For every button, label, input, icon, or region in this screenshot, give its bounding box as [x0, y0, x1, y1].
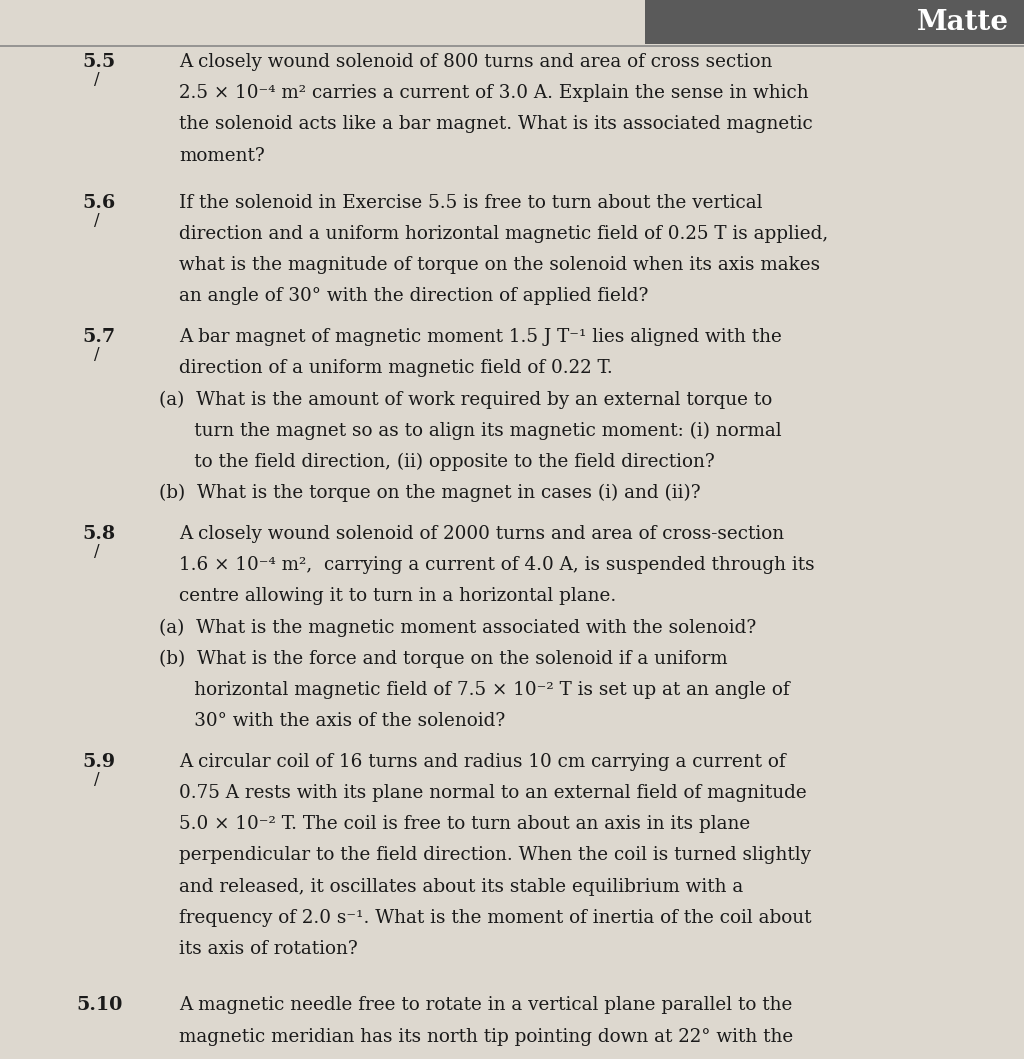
Text: moment?: moment? — [179, 146, 265, 164]
Text: /: / — [94, 212, 99, 229]
Text: A closely wound solenoid of 2000 turns and area of cross-section: A closely wound solenoid of 2000 turns a… — [179, 524, 784, 542]
Text: 5.5: 5.5 — [82, 53, 115, 71]
Text: A closely wound solenoid of 800 turns and area of cross section: A closely wound solenoid of 800 turns an… — [179, 53, 772, 71]
Text: and released, it oscillates about its stable equilibrium with a: and released, it oscillates about its st… — [179, 878, 743, 896]
Text: (a)  What is the magnetic moment associated with the solenoid?: (a) What is the magnetic moment associat… — [159, 618, 756, 636]
Text: (a)  What is the amount of work required by an external torque to: (a) What is the amount of work required … — [159, 391, 772, 409]
Text: 5.7: 5.7 — [82, 328, 115, 346]
Text: 2.5 × 10⁻⁴ m² carries a current of 3.0 A. Explain the sense in which: 2.5 × 10⁻⁴ m² carries a current of 3.0 A… — [179, 85, 809, 102]
Text: its axis of rotation?: its axis of rotation? — [179, 940, 358, 958]
Text: frequency of 2.0 s⁻¹. What is the moment of inertia of the coil about: frequency of 2.0 s⁻¹. What is the moment… — [179, 909, 812, 927]
Text: turn the magnet so as to align its magnetic moment: (i) normal: turn the magnet so as to align its magne… — [159, 421, 781, 439]
Bar — [645, 0, 1024, 44]
Text: direction of a uniform magnetic field of 0.22 T.: direction of a uniform magnetic field of… — [179, 359, 613, 377]
Text: A bar magnet of magnetic moment 1.5 J T⁻¹ lies aligned with the: A bar magnet of magnetic moment 1.5 J T⁻… — [179, 328, 782, 346]
Text: perpendicular to the field direction. When the coil is turned slightly: perpendicular to the field direction. Wh… — [179, 846, 811, 864]
Text: 30° with the axis of the solenoid?: 30° with the axis of the solenoid? — [159, 712, 505, 730]
Text: (b)  What is the force and torque on the solenoid if a uniform: (b) What is the force and torque on the … — [159, 649, 727, 668]
Text: direction and a uniform horizontal magnetic field of 0.25 T is applied,: direction and a uniform horizontal magne… — [179, 225, 828, 243]
Text: 5.0 × 10⁻² T. The coil is free to turn about an axis in its plane: 5.0 × 10⁻² T. The coil is free to turn a… — [179, 815, 751, 833]
Text: horizontal magnetic field of 7.5 × 10⁻² T is set up at an angle of: horizontal magnetic field of 7.5 × 10⁻² … — [159, 681, 790, 699]
Text: A circular coil of 16 turns and radius 10 cm carrying a current of: A circular coil of 16 turns and radius 1… — [179, 753, 785, 771]
Text: /: / — [94, 542, 99, 560]
Text: (b)  What is the torque on the magnet in cases (i) and (ii)?: (b) What is the torque on the magnet in … — [159, 484, 700, 502]
Text: 5.8: 5.8 — [82, 524, 115, 542]
Text: what is the magnitude of torque on the solenoid when its axis makes: what is the magnitude of torque on the s… — [179, 256, 820, 274]
Text: 5.10: 5.10 — [77, 997, 123, 1015]
Text: centre allowing it to turn in a horizontal plane.: centre allowing it to turn in a horizont… — [179, 587, 616, 605]
Text: Matte: Matte — [916, 8, 1009, 36]
Text: 5.9: 5.9 — [82, 753, 115, 771]
Text: If the solenoid in Exercise 5.5 is free to turn about the vertical: If the solenoid in Exercise 5.5 is free … — [179, 194, 763, 212]
Text: magnetic meridian has its north tip pointing down at 22° with the: magnetic meridian has its north tip poin… — [179, 1027, 794, 1045]
Text: the solenoid acts like a bar magnet. What is its associated magnetic: the solenoid acts like a bar magnet. Wha… — [179, 115, 813, 133]
Text: /: / — [94, 346, 99, 363]
Text: 0.75 A rests with its plane normal to an external field of magnitude: 0.75 A rests with its plane normal to an… — [179, 784, 807, 802]
Text: to the field direction, (ii) opposite to the field direction?: to the field direction, (ii) opposite to… — [159, 453, 715, 471]
Text: an angle of 30° with the direction of applied field?: an angle of 30° with the direction of ap… — [179, 287, 648, 305]
Text: A magnetic needle free to rotate in a vertical plane parallel to the: A magnetic needle free to rotate in a ve… — [179, 997, 793, 1015]
Text: 1.6 × 10⁻⁴ m²,  carrying a current of 4.0 A, is suspended through its: 1.6 × 10⁻⁴ m², carrying a current of 4.0… — [179, 556, 815, 574]
Text: 5.6: 5.6 — [82, 194, 115, 212]
Text: /: / — [94, 71, 99, 88]
Text: /: / — [94, 771, 99, 788]
